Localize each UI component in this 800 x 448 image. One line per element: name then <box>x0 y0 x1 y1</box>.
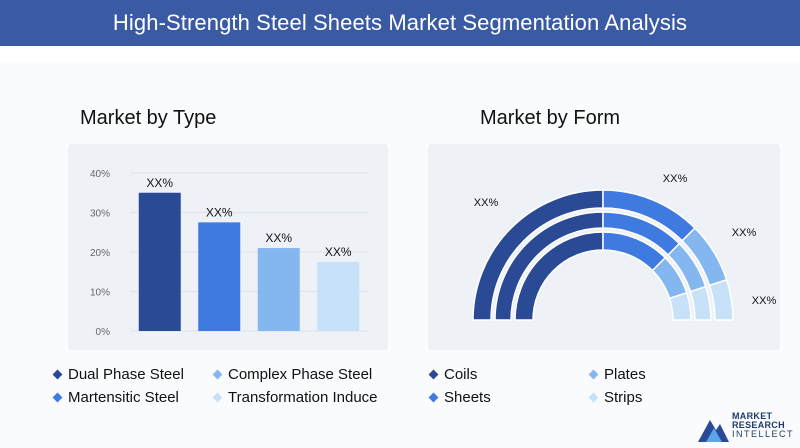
legend-item-strips: Strips <box>588 389 642 406</box>
legend-label: Coils <box>444 366 478 383</box>
form-donut-chart: XX% XX% XX% XX% <box>472 173 777 321</box>
y-tick-label: 30% <box>90 209 110 220</box>
legend-label: Plates <box>604 366 646 383</box>
page-header: High-Strength Steel Sheets Market Segmen… <box>0 0 800 46</box>
bar-data-label: XX% <box>265 231 292 245</box>
slice-strips-ring-1 <box>708 278 734 321</box>
slice-strips-ring-3 <box>668 291 692 321</box>
legend-marker-icon <box>588 392 599 403</box>
legend-marker-icon <box>52 392 63 403</box>
legend-label: Sheets <box>444 389 491 406</box>
legend-item-coils: Coils <box>428 366 477 383</box>
form-section-title: Market by Form <box>480 107 621 129</box>
bar-dual-phase-steel <box>138 192 181 331</box>
legend-item-plates: Plates <box>588 366 646 383</box>
legend-marker-icon <box>428 392 439 403</box>
legend-item-transformation: Transformation Induce <box>212 389 378 406</box>
slice-data-label: XX% <box>732 227 757 239</box>
legend-marker-icon <box>52 369 63 380</box>
legend-item-dual-phase: Dual Phase Steel <box>52 366 184 383</box>
logo-line-1: MARKET <box>732 411 773 421</box>
slice-data-label: XX% <box>752 295 777 307</box>
legend-item-martensitic: Martensitic Steel <box>52 389 179 406</box>
bar-martensitic-steel <box>198 222 241 331</box>
y-tick-label: 0% <box>96 327 111 338</box>
page-title: High-Strength Steel Sheets Market Segmen… <box>112 10 688 35</box>
slice-data-label: XX% <box>474 197 499 209</box>
slice-strips-ring-2 <box>689 285 712 321</box>
logo-text: MARKET RESEARCH INTELLECT <box>732 412 794 439</box>
bar-data-label: XX% <box>325 245 352 259</box>
bar-transformation-induce <box>317 261 360 331</box>
legend-label: Transformation Induce <box>228 389 378 406</box>
legend-marker-icon <box>428 369 439 380</box>
y-tick-label: 10% <box>90 288 110 299</box>
company-logo: MARKET RESEARCH INTELLECT <box>696 408 796 444</box>
type-section-title: Market by Type <box>80 107 217 129</box>
legend-label: Strips <box>604 389 643 406</box>
y-tick-label: 20% <box>90 248 110 259</box>
legend-label: Complex Phase Steel <box>228 366 373 383</box>
legend-marker-icon <box>588 369 599 380</box>
bar-data-label: XX% <box>146 176 173 190</box>
bar-data-label: XX% <box>206 205 233 219</box>
legend-marker-icon <box>212 369 223 380</box>
slice-data-label: XX% <box>663 173 688 185</box>
legend-label: Dual Phase Steel <box>68 366 184 383</box>
legend-item-complex-phase: Complex Phase Steel <box>212 366 372 383</box>
bar-complex-phase-steel <box>257 248 300 331</box>
legend-label: Martensitic Steel <box>68 389 179 406</box>
legend-item-sheets: Sheets <box>428 389 491 406</box>
type-bar-chart: 0% 10% 20% 30% 40% XX% XX% XX% XX% <box>90 169 368 338</box>
y-tick-label: 40% <box>90 169 110 180</box>
legend-marker-icon <box>212 392 223 403</box>
logo-line-3: INTELLECT <box>732 429 795 439</box>
mountain-logo-icon <box>698 420 729 442</box>
logo-line-2: RESEARCH <box>732 420 785 430</box>
